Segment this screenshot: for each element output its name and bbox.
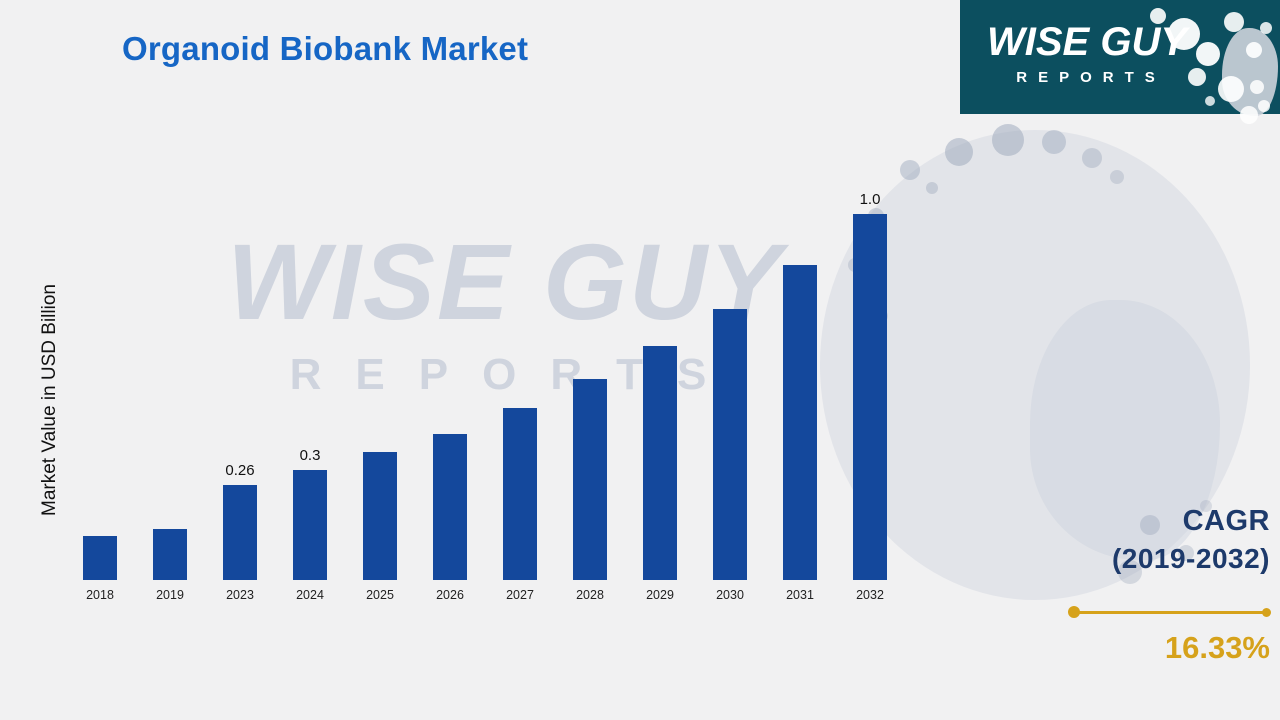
decorative-dot — [1205, 96, 1215, 106]
head-silhouette-watermark-jaw — [1030, 300, 1220, 560]
x-tick-label: 2025 — [366, 588, 394, 602]
watermark-reports-text: REPORTS — [289, 350, 741, 399]
x-tick-label: 2029 — [646, 588, 674, 602]
decorative-dot — [1188, 68, 1206, 86]
decorative-dot — [1260, 22, 1272, 34]
x-tick-label: 2026 — [436, 588, 464, 602]
decorative-dot — [1118, 560, 1142, 584]
x-tick-label: 2019 — [156, 588, 184, 602]
cagr-block: CAGR (2019-2032) — [1052, 505, 1270, 575]
decorative-dot — [1110, 170, 1124, 184]
decorative-dot — [900, 160, 920, 180]
bar-value-label: 1.0 — [859, 191, 881, 208]
decorative-dot — [1168, 18, 1200, 50]
decorative-dot — [945, 138, 973, 166]
bar — [853, 214, 887, 580]
cagr-underline — [1072, 611, 1268, 614]
wiseguy-logo-block: WISE GUY REPORTS — [960, 0, 1280, 124]
bar — [223, 485, 257, 580]
bar-column: 1.0 2032 — [838, 191, 902, 606]
bar — [783, 265, 817, 580]
x-tick-label: 2023 — [226, 588, 254, 602]
bar-column: 2029 — [628, 323, 692, 606]
y-axis-label: Market Value in USD Billion — [39, 284, 60, 516]
decorative-dot — [1042, 130, 1066, 154]
decorative-dot — [992, 124, 1024, 156]
x-tick-label: 2027 — [506, 588, 534, 602]
cagr-line-right-dot-icon — [1262, 608, 1271, 617]
cagr-range: (2019-2032) — [1111, 543, 1270, 574]
bar-value-label: 0.26 — [225, 462, 255, 479]
bar — [363, 452, 397, 580]
bar-value-label: 0.3 — [299, 447, 321, 464]
bar — [503, 408, 537, 580]
decorative-dot — [1240, 106, 1258, 124]
cagr-value: 16.33% — [1164, 630, 1270, 665]
decorative-dot — [1218, 76, 1244, 102]
x-tick-label: 2018 — [86, 588, 114, 602]
bar — [433, 434, 467, 580]
chart-title: Organoid Biobank Market — [122, 30, 529, 67]
decorative-dot — [1246, 42, 1262, 58]
bar — [643, 346, 677, 580]
bar — [573, 379, 607, 580]
head-silhouette-watermark — [820, 130, 1250, 600]
x-tick-label: 2032 — [856, 588, 884, 602]
bar-column: 2018 — [68, 513, 132, 606]
x-tick-label: 2030 — [716, 588, 744, 602]
wiseguy-logo: WISE GUY REPORTS — [982, 22, 1192, 86]
bar-column: 2027 — [488, 385, 552, 606]
bar-column: 0.3 2024 — [278, 447, 342, 606]
x-tick-label: 2031 — [786, 588, 814, 602]
bar-column: 0.26 2023 — [208, 462, 272, 606]
x-tick-label: 2024 — [296, 588, 324, 602]
decorative-dot — [1082, 148, 1102, 168]
bar-column: 2026 — [418, 411, 482, 606]
decorative-dot — [1224, 12, 1244, 32]
bar — [713, 309, 747, 580]
decorative-dot — [1178, 545, 1194, 561]
bar — [83, 536, 117, 580]
decorative-dot — [926, 182, 938, 194]
bar — [153, 529, 187, 580]
bar-column: 2030 — [698, 286, 762, 606]
decorative-dot — [1150, 8, 1166, 24]
cagr-label: CAGR — [1182, 505, 1270, 537]
decorative-dot — [1140, 515, 1160, 535]
logo-wiseguy-text: WISE GUY — [986, 20, 1188, 64]
bar-column: 2019 — [138, 506, 202, 606]
watermark-wiseguy-text: WISE GUY — [226, 221, 784, 342]
bar-column: 2025 — [348, 429, 412, 606]
logo-face-icon — [1222, 28, 1278, 116]
decorative-dot — [1250, 80, 1264, 94]
x-tick-label: 2028 — [576, 588, 604, 602]
bar-column: 2031 — [768, 242, 832, 606]
logo-reports-text: REPORTS — [1016, 69, 1166, 86]
background-watermark: WISE GUY REPORTS — [110, 228, 900, 400]
bar — [293, 470, 327, 580]
bar-chart: 2018 2019 0.26 2023 0.3 2024 2025 2026 2027 2028 2… — [68, 170, 902, 606]
decorative-dot — [1258, 100, 1270, 112]
bar-column: 2028 — [558, 356, 622, 606]
decorative-dot — [1200, 500, 1212, 512]
decorative-dot — [1196, 42, 1220, 66]
